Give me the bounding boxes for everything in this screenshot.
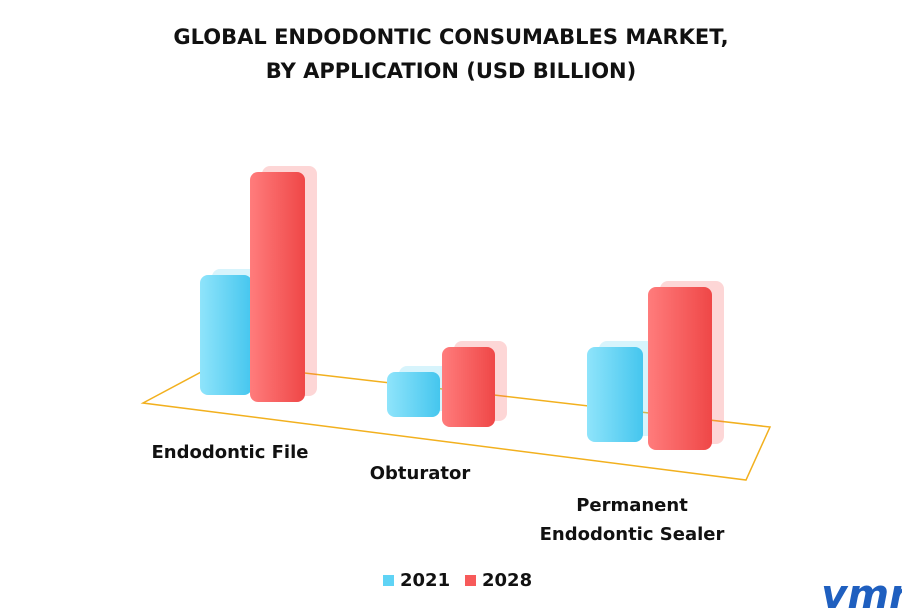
chart-title: GLOBAL ENDODONTIC CONSUMABLES MARKET,	[173, 25, 728, 49]
legend-label: 2021	[400, 570, 450, 591]
category-label: Permanent Endodontic Sealer	[540, 495, 725, 545]
bar	[648, 287, 712, 450]
bar	[387, 372, 440, 417]
bar	[250, 172, 305, 402]
chart-subtitle: BY APPLICATION (USD BILLION)	[266, 59, 636, 83]
legend-swatch	[465, 575, 476, 586]
floor	[140, 362, 772, 481]
bar	[200, 275, 252, 395]
category-label: Obturator	[370, 463, 471, 484]
legend-label: 2028	[482, 570, 532, 591]
bar	[442, 347, 495, 427]
bar	[587, 347, 643, 442]
category-label: Endodontic File	[152, 442, 309, 463]
logo: vmr	[821, 572, 902, 615]
legend-swatch	[383, 575, 394, 586]
